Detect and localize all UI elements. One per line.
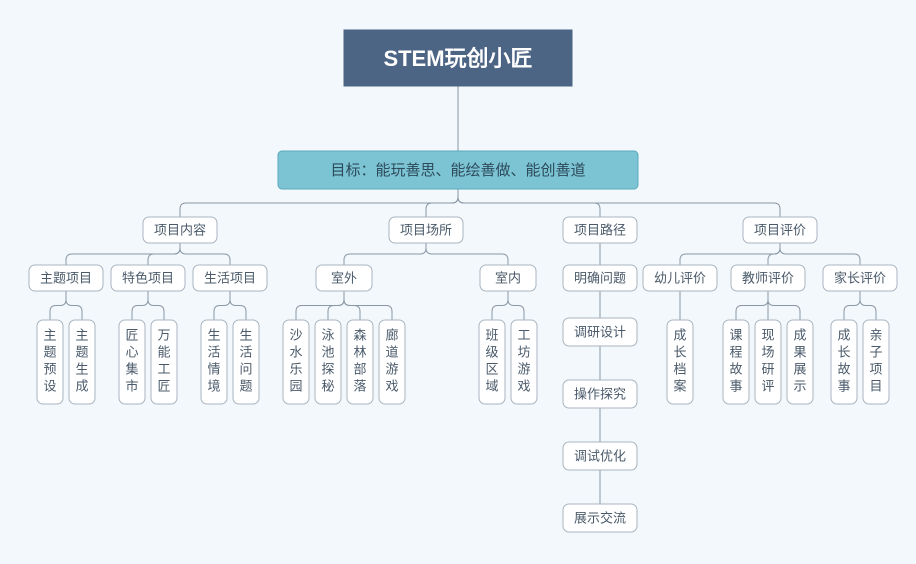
label-b1b: 特色项目 <box>122 270 174 285</box>
label-b4c: 家长评价 <box>834 270 886 285</box>
label-c2: 操作探究 <box>574 386 626 401</box>
label-b4: 项目评价 <box>754 222 806 237</box>
label-c4: 展示交流 <box>574 510 626 525</box>
label-b2: 项目场所 <box>400 222 452 237</box>
label-c1: 调研设计 <box>574 324 626 339</box>
root-label: STEM玩创小匠 <box>383 46 532 71</box>
label-b2b: 室内 <box>495 270 521 285</box>
label-b3: 项目路径 <box>574 222 626 237</box>
label-b4a: 幼儿评价 <box>654 270 706 285</box>
label-b1: 项目内容 <box>154 222 206 237</box>
goal-label: 目标：能玩善思、能绘善做、能创善道 <box>330 162 585 179</box>
label-b2a: 室外 <box>331 270 357 285</box>
nodes: STEM玩创小匠目标：能玩善思、能绘善做、能创善道项目内容主题项目主题预设主题生… <box>29 30 897 532</box>
label-b1a: 主题项目 <box>40 270 92 285</box>
label-b1c: 生活项目 <box>204 270 256 285</box>
edges <box>50 86 876 504</box>
label-c3: 调试优化 <box>574 448 626 463</box>
tree-diagram: STEM玩创小匠目标：能玩善思、能绘善做、能创善道项目内容主题项目主题预设主题生… <box>0 0 916 564</box>
label-b4b: 教师评价 <box>742 270 794 285</box>
label-b3a: 明确问题 <box>574 270 626 285</box>
